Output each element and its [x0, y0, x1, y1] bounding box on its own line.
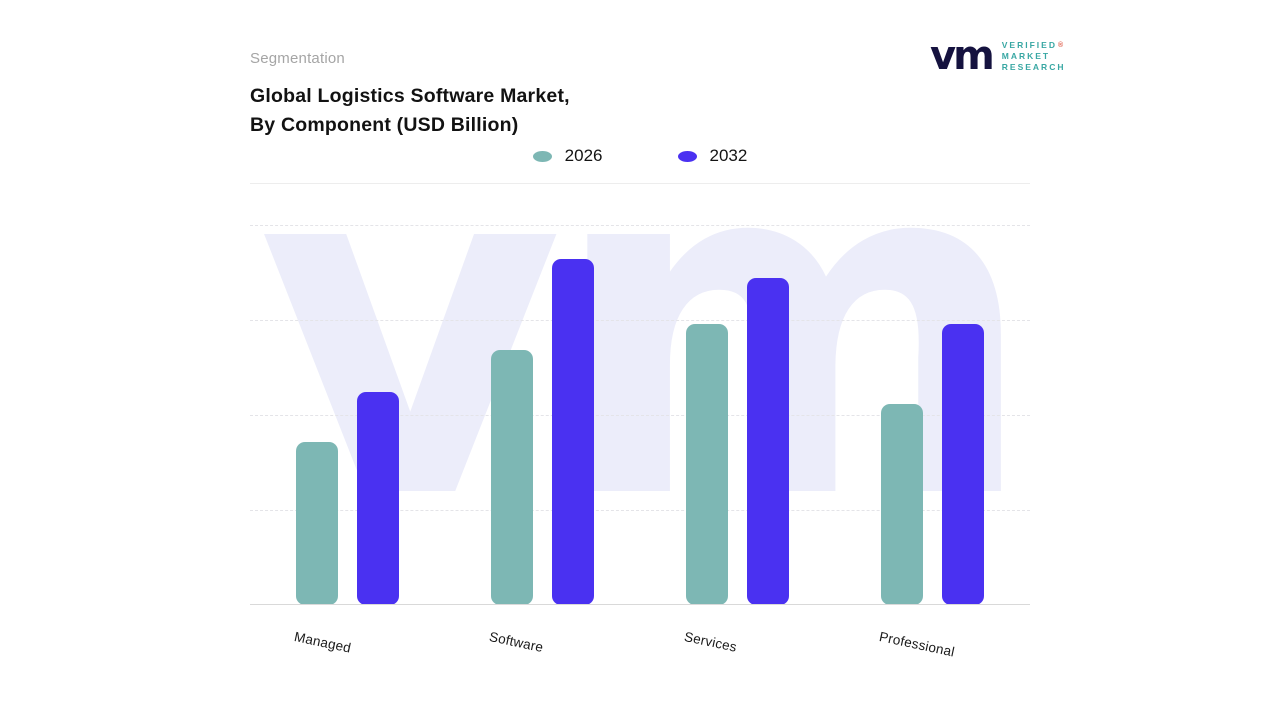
bar-chart-plot-area: vm: [250, 94, 1038, 605]
logo-line-verified: VERIFIED®: [1001, 39, 1066, 50]
bar-2032-services: [747, 278, 789, 605]
category-cell: Software: [488, 628, 594, 655]
gridline: [250, 510, 1030, 511]
registered-trademark-symbol: ®: [1057, 41, 1066, 49]
category-label-services: Services: [682, 629, 739, 655]
legend-label: 2026: [564, 146, 603, 165]
bar-group-services: [686, 225, 789, 605]
bar-2026-managed: [296, 441, 338, 605]
category-cell: Managed: [293, 628, 399, 656]
chart-legend: 2026 2032: [250, 146, 1030, 166]
x-axis-line: [250, 604, 1030, 605]
category-labels: Managed Software Services Professional: [250, 628, 1030, 660]
logo-line-verified-text: VERIFIED: [1001, 39, 1057, 50]
bar-2026-services: [686, 323, 728, 605]
category-cell: Services: [683, 628, 789, 655]
legend-item-2026: 2026: [532, 146, 603, 166]
legend-swatch-icon: [677, 150, 697, 162]
chart-title: Global Logistics Software Market, By Com…: [250, 82, 570, 140]
gridline: [250, 225, 1030, 226]
vmr-logo-wordmark: VERIFIED® MARKET RESEARCH: [1001, 39, 1066, 72]
legend-swatch-icon: [532, 150, 552, 162]
bar-2026-software: [491, 350, 533, 605]
bar-2026-professional: [881, 403, 923, 605]
bar-group-professional: [881, 225, 984, 605]
category-label-professional: Professional: [877, 629, 957, 660]
vmr-logo-mark-icon: vm: [930, 33, 995, 79]
eyebrow-label: Segmentation: [250, 50, 345, 67]
bar-2032-software: [552, 259, 594, 605]
category-cell: Professional: [878, 628, 984, 660]
category-label-managed: Managed: [292, 629, 353, 656]
logo-line-research: RESEARCH: [1001, 61, 1066, 72]
chart-title-line2: By Component (USD Billion): [250, 114, 519, 136]
bar-2032-professional: [942, 323, 984, 605]
logo-line-market: MARKET: [1001, 50, 1051, 61]
header-divider: [250, 183, 1030, 184]
gridline: [250, 320, 1030, 321]
gridline: [250, 415, 1030, 416]
bar-2032-managed: [357, 392, 399, 605]
vmr-logo: vm VERIFIED® MARKET RESEARCH: [930, 36, 1065, 76]
bar-group-managed: [296, 225, 399, 605]
bar-group-software: [491, 225, 594, 605]
legend-label: 2032: [709, 146, 748, 165]
category-label-software: Software: [487, 629, 545, 656]
chart-title-line1: Global Logistics Software Market,: [250, 85, 570, 107]
bar-groups: [250, 225, 1030, 605]
legend-item-2032: 2032: [677, 146, 748, 166]
